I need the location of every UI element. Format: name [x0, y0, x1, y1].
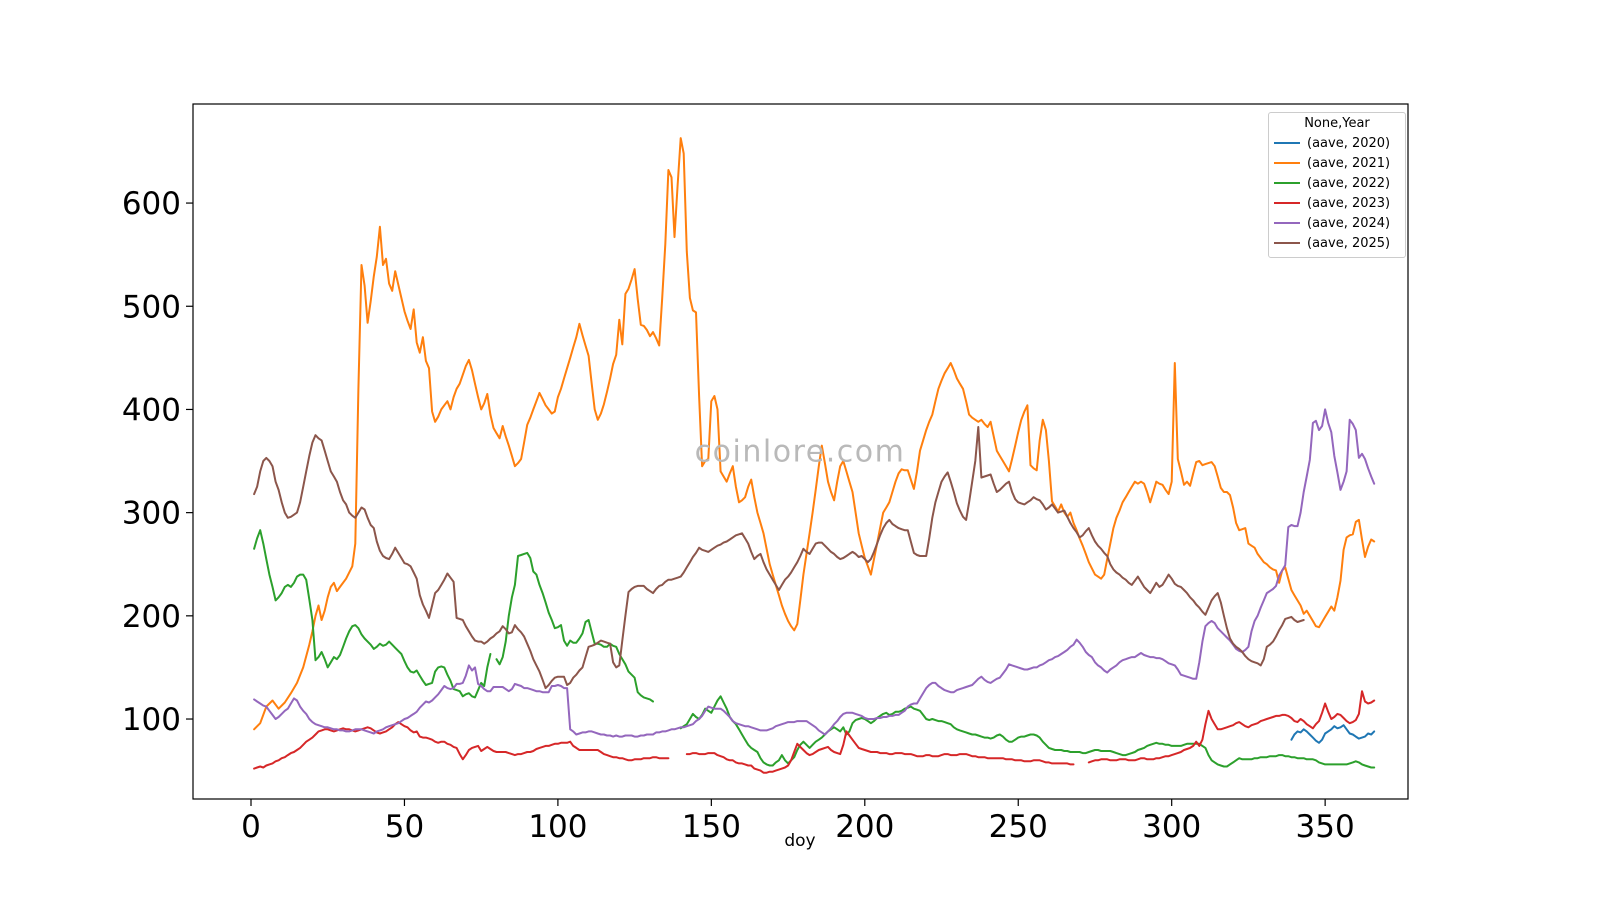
x-tick-label: 50 — [385, 809, 424, 845]
y-tick-label: 500 — [122, 289, 181, 325]
legend-entry-label: (aave, 2021) — [1307, 155, 1391, 171]
y-tick-label: 100 — [122, 702, 181, 738]
legend-line-swatch — [1274, 182, 1300, 184]
legend-line-swatch — [1274, 222, 1300, 224]
legend-entries: (aave, 2020) (aave, 2021) (aave, 2022) (aav… — [1274, 133, 1400, 253]
series-line-aave-2025 — [253, 426, 1305, 690]
x-tick-label: 0 — [241, 809, 261, 845]
series-line-aave-2024 — [253, 408, 1376, 738]
series-line-aave-2023 — [685, 730, 1075, 774]
legend-entry-label: (aave, 2025) — [1307, 235, 1391, 251]
x-tick-label: 250 — [989, 809, 1048, 845]
x-tick-label: 200 — [835, 809, 894, 845]
y-tick-label: 400 — [122, 392, 181, 428]
x-tick-label: 350 — [1296, 809, 1355, 845]
plot-border — [192, 103, 1409, 800]
series-line-aave-2022 — [495, 551, 654, 703]
legend-entry: (aave, 2024) — [1274, 213, 1400, 233]
series-line-aave-2021 — [253, 137, 1376, 731]
x-tick-label: 300 — [1142, 809, 1201, 845]
legend-entry-label: (aave, 2023) — [1307, 195, 1391, 211]
legend-entry-label: (aave, 2020) — [1307, 135, 1391, 151]
series-line-aave-2022 — [253, 529, 492, 699]
legend-entry-label: (aave, 2024) — [1307, 215, 1391, 231]
legend-entry: (aave, 2021) — [1274, 153, 1400, 173]
series-line-aave-2022 — [679, 695, 1376, 769]
legend-entry: (aave, 2023) — [1274, 193, 1400, 213]
legend-line-swatch — [1274, 202, 1300, 204]
legend-entry: (aave, 2020) — [1274, 133, 1400, 153]
x-axis-label: doy — [784, 831, 816, 851]
y-tick-label: 300 — [122, 496, 181, 532]
legend-line-swatch — [1274, 162, 1300, 164]
legend-entry: (aave, 2022) — [1274, 173, 1400, 193]
series-line-aave-2023 — [253, 721, 670, 770]
legend: None,Year (aave, 2020) (aave, 2021) (aave,… — [1268, 112, 1406, 258]
legend-title: None,Year — [1304, 116, 1370, 131]
y-tick-label: 200 — [122, 599, 181, 635]
series-line-aave-2020 — [1290, 724, 1376, 744]
x-tick-label: 100 — [528, 809, 587, 845]
legend-entry-label: (aave, 2022) — [1307, 175, 1391, 191]
y-tick-label: 600 — [122, 186, 181, 222]
legend-entry: (aave, 2025) — [1274, 233, 1400, 253]
legend-line-swatch — [1274, 142, 1300, 144]
series-line-aave-2023 — [1087, 690, 1376, 764]
legend-line-swatch — [1274, 242, 1300, 244]
x-tick-label: 150 — [682, 809, 741, 845]
